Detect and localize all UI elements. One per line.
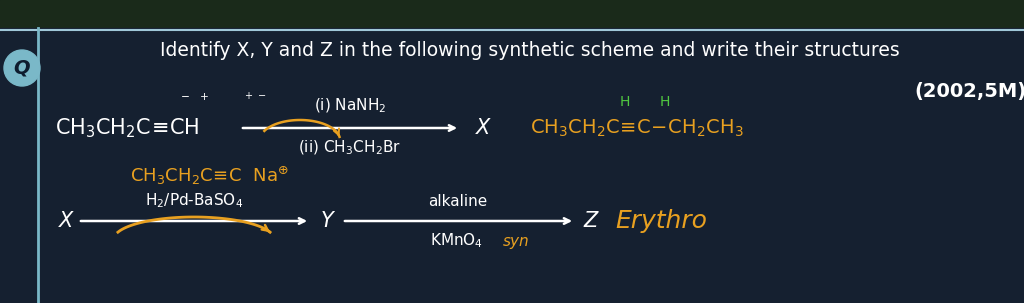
Text: $X$: $X$ (58, 211, 76, 231)
Text: $Y$: $Y$ (319, 211, 336, 231)
Text: Q: Q (13, 58, 31, 78)
Text: (2002,5M): (2002,5M) (914, 82, 1024, 102)
Text: $\mathrm{CH_3CH_2C\!\equiv\!C\!-\!CH_2CH_3}$: $\mathrm{CH_3CH_2C\!\equiv\!C\!-\!CH_2CH… (530, 117, 743, 139)
Text: $\mathrm{H}$: $\mathrm{H}$ (620, 95, 631, 109)
Text: $\mathrm{CH_3CH_2C \!\equiv\! CH}$: $\mathrm{CH_3CH_2C \!\equiv\! CH}$ (55, 116, 200, 140)
Text: (ii) $\mathrm{CH_3CH_2Br}$: (ii) $\mathrm{CH_3CH_2Br}$ (298, 139, 401, 157)
Text: Erythro: Erythro (615, 209, 707, 233)
Text: $\mathrm{H_2/Pd\text{-}BaSO_4}$: $\mathrm{H_2/Pd\text{-}BaSO_4}$ (145, 192, 243, 210)
Text: $syn$: $syn$ (502, 235, 529, 251)
Text: $\mathrm{^{-}\ \ ^{+}}$: $\mathrm{^{-}\ \ ^{+}}$ (180, 92, 210, 108)
Circle shape (4, 50, 40, 86)
Text: $\mathrm{KMnO_4}$: $\mathrm{KMnO_4}$ (430, 232, 483, 250)
Text: $Z$: $Z$ (583, 211, 600, 231)
Text: (i) $\mathrm{NaNH_2}$: (i) $\mathrm{NaNH_2}$ (313, 97, 386, 115)
Text: $\mathrm{^{+}\ ^{-}}$: $\mathrm{^{+}\ ^{-}}$ (244, 91, 266, 105)
Text: $X$: $X$ (475, 118, 493, 138)
Text: Identify X, Y and Z in the following synthetic scheme and write their structures: Identify X, Y and Z in the following syn… (160, 41, 900, 59)
Bar (0, 0, 1024, 28)
Text: $\mathrm{H}$: $\mathrm{H}$ (659, 95, 671, 109)
Text: $\mathrm{CH_3CH_2C\!\equiv\!C\ \ Na^{\oplus}}$: $\mathrm{CH_3CH_2C\!\equiv\!C\ \ Na^{\op… (130, 165, 289, 187)
Text: alkaline: alkaline (428, 194, 487, 208)
